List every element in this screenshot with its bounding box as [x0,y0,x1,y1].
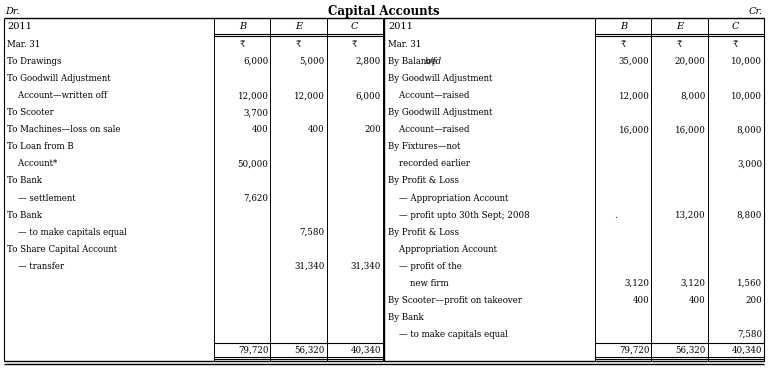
Text: Account—raised: Account—raised [388,125,469,134]
Text: ₹: ₹ [240,40,245,49]
Text: To Bank: To Bank [7,211,42,220]
Text: 12,000: 12,000 [237,91,269,100]
Text: 10,000: 10,000 [731,57,762,66]
Text: — profit upto 30th Sept; 2008: — profit upto 30th Sept; 2008 [388,211,530,220]
Text: 3,120: 3,120 [680,279,706,288]
Text: 6,000: 6,000 [243,57,269,66]
Text: b/fd: b/fd [424,57,442,66]
Text: .: . [614,211,617,220]
Text: 8,800: 8,800 [737,211,762,220]
Text: To Machines—loss on sale: To Machines—loss on sale [7,125,121,134]
Text: To Loan from B: To Loan from B [7,142,74,151]
Text: Account—raised: Account—raised [388,91,469,100]
Text: ₹: ₹ [677,40,682,49]
Text: To Bank: To Bank [7,177,42,186]
Text: By Scooter—profit on takeover: By Scooter—profit on takeover [388,296,522,305]
Text: Account*: Account* [7,160,58,168]
Text: 5,000: 5,000 [300,57,325,66]
Text: 7,580: 7,580 [300,228,325,237]
Text: By Balance: By Balance [388,57,439,66]
Text: Cr.: Cr. [749,7,763,16]
Text: 40,340: 40,340 [731,345,762,355]
Text: 16,000: 16,000 [674,125,706,134]
Text: 400: 400 [689,296,706,305]
Text: To Drawings: To Drawings [7,57,61,66]
Text: Mar. 31: Mar. 31 [388,40,422,49]
Text: 2011: 2011 [388,22,413,30]
Text: Capital Accounts: Capital Accounts [328,4,440,17]
Text: ₹: ₹ [296,40,301,49]
Text: 35,000: 35,000 [619,57,650,66]
Text: By Profit & Loss: By Profit & Loss [388,228,459,237]
Text: By Bank: By Bank [388,313,424,322]
Text: Dr.: Dr. [5,7,19,16]
Text: Account—written off: Account—written off [7,91,107,100]
Text: 400: 400 [308,125,325,134]
Text: — profit of the: — profit of the [388,262,462,271]
Text: 1,560: 1,560 [737,279,762,288]
Text: 10,000: 10,000 [731,91,762,100]
Text: — to make capitals equal: — to make capitals equal [388,330,508,339]
Text: 79,720: 79,720 [238,345,269,355]
Text: 56,320: 56,320 [294,345,325,355]
Text: recorded earlier: recorded earlier [388,160,470,168]
Text: 6,000: 6,000 [356,91,381,100]
Text: new firm: new firm [388,279,449,288]
Text: 3,000: 3,000 [737,160,762,168]
Text: ₹: ₹ [733,40,739,49]
Text: — settlement: — settlement [7,194,75,203]
Text: 12,000: 12,000 [618,91,650,100]
Text: 79,720: 79,720 [619,345,650,355]
Text: 3,700: 3,700 [243,108,269,117]
Text: — to make capitals equal: — to make capitals equal [7,228,127,237]
Text: Mar. 31: Mar. 31 [7,40,41,49]
Text: 2,800: 2,800 [356,57,381,66]
Text: By Goodwill Adjustment: By Goodwill Adjustment [388,108,492,117]
Text: 31,340: 31,340 [351,262,381,271]
Text: — transfer: — transfer [7,262,64,271]
Text: 16,000: 16,000 [618,125,650,134]
Text: 3,120: 3,120 [624,279,650,288]
Text: To Goodwill Adjustment: To Goodwill Adjustment [7,74,111,83]
Text: 2011: 2011 [7,22,32,30]
Text: 56,320: 56,320 [675,345,706,355]
Text: C: C [732,22,740,30]
Text: To Scooter: To Scooter [7,108,54,117]
Text: 13,200: 13,200 [675,211,706,220]
Text: 40,340: 40,340 [350,345,381,355]
Text: B: B [239,22,246,30]
Text: — Appropriation Account: — Appropriation Account [388,194,508,203]
Text: ₹: ₹ [621,40,626,49]
Text: E: E [295,22,302,30]
Text: 400: 400 [252,125,269,134]
Text: 400: 400 [633,296,650,305]
Text: 7,580: 7,580 [737,330,762,339]
Text: By Goodwill Adjustment: By Goodwill Adjustment [388,74,492,83]
Text: B: B [620,22,627,30]
Text: 8,000: 8,000 [737,125,762,134]
Text: By Profit & Loss: By Profit & Loss [388,177,459,186]
Text: 200: 200 [364,125,381,134]
Text: 31,340: 31,340 [294,262,325,271]
Text: 20,000: 20,000 [674,57,706,66]
Text: 7,620: 7,620 [243,194,269,203]
Text: 50,000: 50,000 [237,160,269,168]
Text: To Share Capital Account: To Share Capital Account [7,245,118,254]
Text: ₹: ₹ [352,40,358,49]
Text: E: E [676,22,683,30]
Text: 200: 200 [745,296,762,305]
Text: 8,000: 8,000 [680,91,706,100]
Text: Appropriation Account: Appropriation Account [388,245,497,254]
Text: C: C [351,22,359,30]
Text: By Fixtures—not: By Fixtures—not [388,142,460,151]
Text: 12,000: 12,000 [293,91,325,100]
